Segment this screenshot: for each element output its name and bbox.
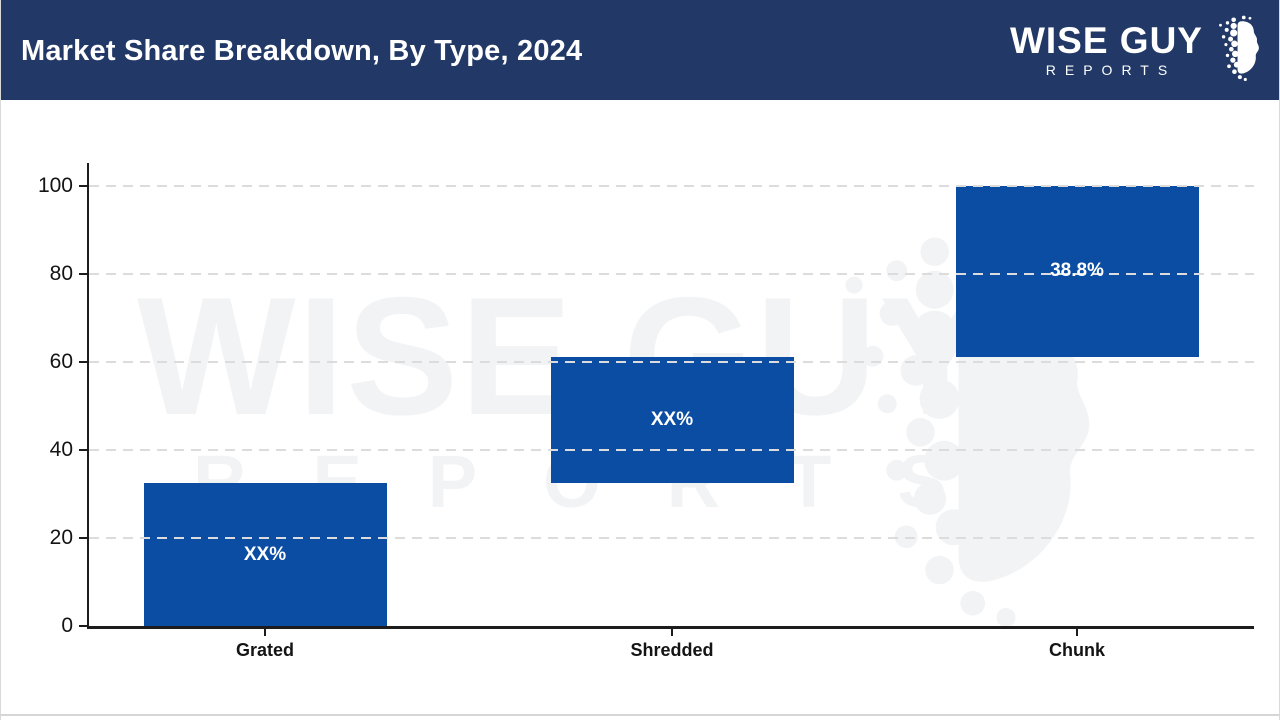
y-gridline [89,449,1254,451]
y-gridline [89,361,1254,363]
x-category-label: Grated [235,640,295,660]
y-gridline [89,273,1254,275]
y-tick-mark [79,361,88,363]
bottom-border-line [1,714,1279,716]
bar-value-label: 38.8% [1050,260,1104,282]
x-tick-mark [1076,628,1078,636]
brand-face-icon [1219,15,1259,82]
y-tick-label: 100 [37,174,73,197]
x-category-label: Shredded [630,640,714,660]
waterfall-bar-segment [143,483,387,626]
brand-logo-text: WISE GUY REPORTS [1009,20,1203,79]
bar-value-label: XX% [650,409,694,431]
y-tick-label: 40 [49,438,73,461]
bar-value-label: XX% [243,543,287,565]
brand-name: WISE GUY [1009,20,1203,61]
x-category-label: Chunk [1049,640,1105,660]
y-tick-label: 80 [49,262,73,285]
page-title: Market Share Breakdown, By Type, 2024 [21,35,583,67]
y-tick-label: 0 [61,614,73,637]
waterfall-bar-segment [550,356,794,484]
x-axis-line [87,626,1254,629]
y-tick-mark [79,185,88,187]
y-gridline [89,537,1254,539]
y-tick-mark [79,537,88,539]
x-tick-mark [671,628,673,636]
y-tick-mark [79,273,88,275]
y-tick-mark [79,449,88,451]
y-tick-mark [79,625,88,627]
y-tick-label: 20 [49,526,73,549]
brand-logo: WISE GUY REPORTS [1009,0,1273,100]
header-bar: Market Share Breakdown, By Type, 2024 WI… [1,0,1279,100]
y-axis-spine [87,163,89,629]
x-tick-mark [264,628,266,636]
y-tick-label: 60 [49,350,73,373]
brand-subtitle: REPORTS [1045,62,1177,78]
y-gridline [89,185,1254,187]
